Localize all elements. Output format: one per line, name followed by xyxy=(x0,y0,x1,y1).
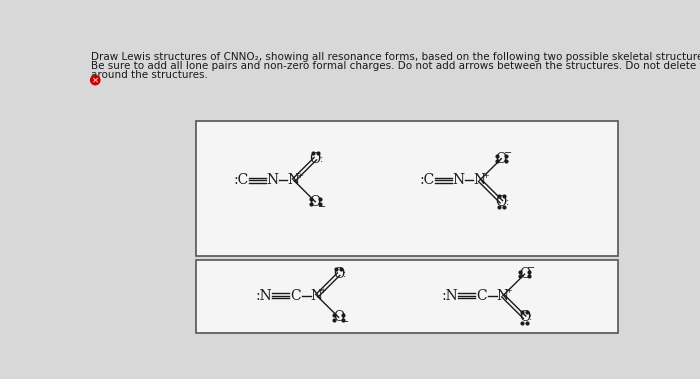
Bar xyxy=(196,121,618,256)
Text: :N: :N xyxy=(442,289,458,303)
Text: C: C xyxy=(290,289,300,303)
Text: :: : xyxy=(343,269,346,279)
Text: O: O xyxy=(309,152,321,166)
Text: O: O xyxy=(519,267,530,281)
Text: N: N xyxy=(266,173,278,187)
Text: :C: :C xyxy=(233,173,248,187)
Text: +: + xyxy=(482,172,489,180)
Text: N: N xyxy=(288,173,300,187)
Text: −: − xyxy=(318,203,326,212)
Text: :: : xyxy=(320,153,323,164)
Text: +: + xyxy=(296,172,303,180)
Text: N: N xyxy=(311,289,323,303)
Text: +: + xyxy=(505,287,512,295)
Text: :: : xyxy=(529,312,533,322)
Text: Be sure to add all lone pairs and non-zero formal charges. Do not add arrows bet: Be sure to add all lone pairs and non-ze… xyxy=(92,61,700,71)
Text: +: + xyxy=(320,287,326,295)
Bar xyxy=(196,260,618,333)
Text: :: : xyxy=(506,197,509,207)
Text: −: − xyxy=(503,149,512,158)
Text: ✕: ✕ xyxy=(92,76,99,85)
Text: around the structures.: around the structures. xyxy=(92,70,209,80)
Text: N: N xyxy=(452,173,464,187)
Text: :C: :C xyxy=(419,173,435,187)
Circle shape xyxy=(90,75,100,85)
Text: C: C xyxy=(476,289,486,303)
Text: O: O xyxy=(496,152,507,166)
Text: O: O xyxy=(309,195,321,209)
Text: O: O xyxy=(333,267,344,281)
Text: N: N xyxy=(474,173,486,187)
Text: −: − xyxy=(341,318,349,327)
Text: O: O xyxy=(519,310,530,324)
Text: O: O xyxy=(333,310,344,324)
Text: N: N xyxy=(497,289,509,303)
Text: −: − xyxy=(526,264,535,273)
Text: O: O xyxy=(496,195,507,209)
Text: :N: :N xyxy=(256,289,272,303)
Text: Draw Lewis structures of CNNO₂, showing all resonance forms, based on the follow: Draw Lewis structures of CNNO₂, showing … xyxy=(92,52,700,62)
